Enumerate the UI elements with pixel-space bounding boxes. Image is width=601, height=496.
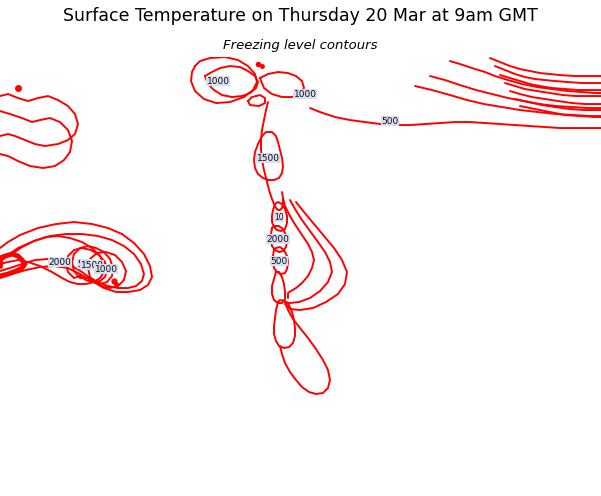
Text: 1500: 1500 bbox=[257, 154, 279, 163]
Text: Freezing level contours: Freezing level contours bbox=[223, 39, 378, 52]
Text: Surface Temperature on Thursday 20 Mar at 9am GMT: Surface Temperature on Thursday 20 Mar a… bbox=[63, 7, 538, 25]
Text: 2000: 2000 bbox=[267, 235, 290, 244]
Text: 500: 500 bbox=[77, 259, 93, 268]
Text: 500: 500 bbox=[270, 256, 288, 265]
Text: 2000: 2000 bbox=[49, 257, 72, 266]
Text: 1500: 1500 bbox=[81, 260, 103, 269]
Text: 500: 500 bbox=[382, 117, 398, 125]
Text: 10: 10 bbox=[274, 212, 284, 222]
Text: 1000: 1000 bbox=[94, 264, 118, 273]
Text: 1000: 1000 bbox=[207, 76, 230, 85]
Text: 1000: 1000 bbox=[293, 90, 317, 99]
